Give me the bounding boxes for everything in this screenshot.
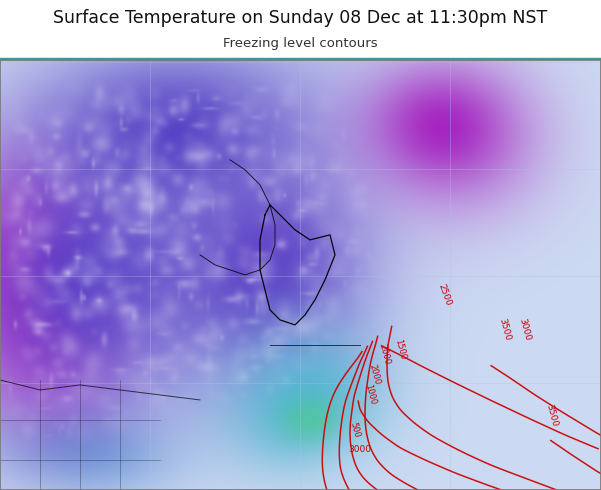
Text: 2500: 2500 <box>437 283 453 307</box>
Text: 1000: 1000 <box>363 384 377 406</box>
Text: 3000: 3000 <box>349 445 371 455</box>
Text: 3500: 3500 <box>545 403 560 427</box>
Text: 1500: 1500 <box>393 339 407 361</box>
Text: 3500: 3500 <box>498 318 512 342</box>
Text: 2000: 2000 <box>378 343 392 366</box>
Text: 500: 500 <box>349 421 361 439</box>
Text: Surface Temperature on Sunday 08 Dec at 11:30pm NST: Surface Temperature on Sunday 08 Dec at … <box>53 9 548 27</box>
Text: 2000: 2000 <box>368 364 382 386</box>
Text: Freezing level contours: Freezing level contours <box>223 37 378 49</box>
Text: 3000: 3000 <box>517 318 532 342</box>
